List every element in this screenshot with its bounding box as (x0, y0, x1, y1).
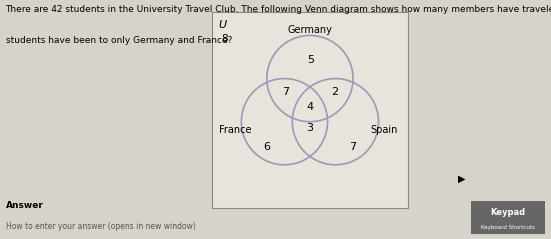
Text: France: France (219, 125, 252, 135)
Text: Keypad: Keypad (491, 208, 526, 217)
Text: 2: 2 (331, 87, 338, 97)
Text: How to enter your answer (opens in new window): How to enter your answer (opens in new w… (6, 222, 196, 231)
Text: 7: 7 (282, 87, 289, 97)
Text: Keyboard Shortcuts: Keyboard Shortcuts (482, 225, 535, 230)
Text: students have been to only Germany and France?: students have been to only Germany and F… (6, 36, 232, 45)
Text: Germany: Germany (288, 25, 332, 35)
Text: Spain: Spain (371, 125, 398, 135)
Text: There are 42 students in the University Travel Club. The following Venn diagram : There are 42 students in the University … (6, 5, 551, 14)
Text: 4: 4 (306, 102, 314, 112)
Text: U: U (219, 20, 227, 30)
Text: 5: 5 (307, 55, 315, 65)
Text: 3: 3 (306, 123, 314, 133)
Text: 8: 8 (221, 33, 228, 43)
Text: ▶: ▶ (458, 174, 466, 184)
Text: 7: 7 (349, 142, 356, 152)
Text: Answer: Answer (6, 201, 44, 210)
Text: 6: 6 (263, 142, 271, 152)
